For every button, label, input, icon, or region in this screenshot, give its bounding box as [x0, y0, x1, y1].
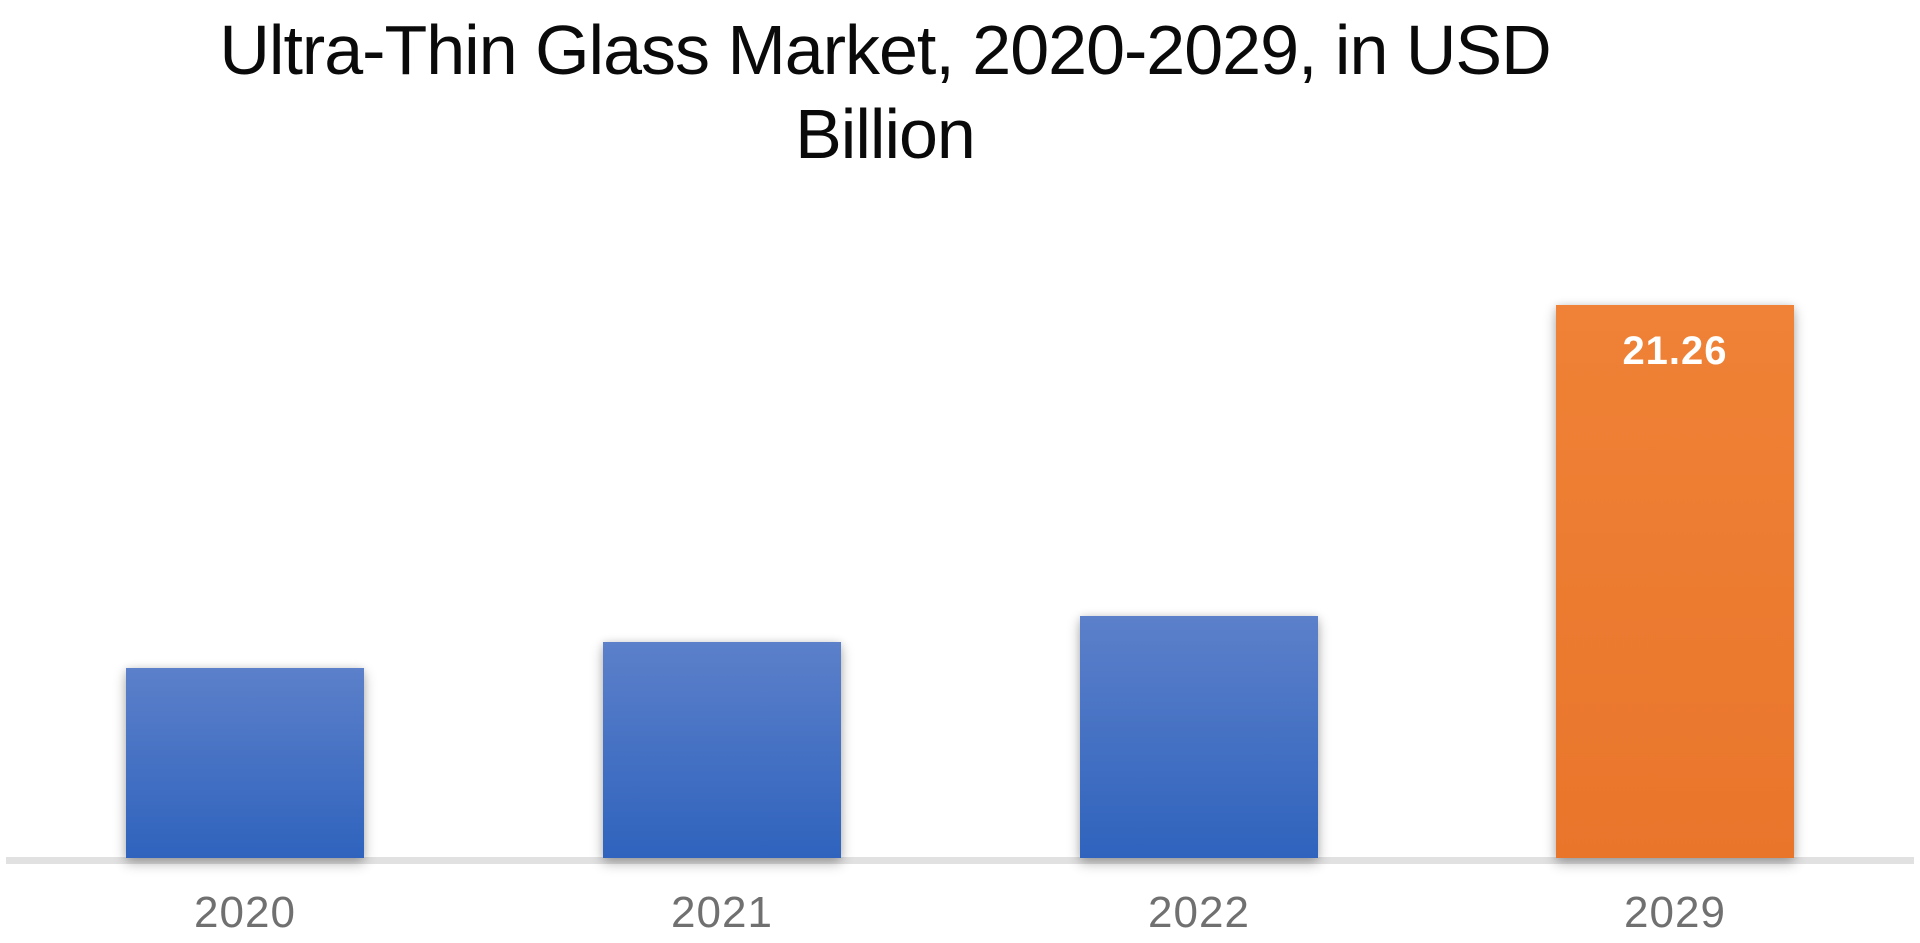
data-label-2029: 21.26	[1622, 329, 1728, 373]
bar-2029: 21.26	[1556, 305, 1794, 858]
x-tick-label-2021: 2021	[671, 888, 773, 937]
x-tick-label-2022: 2022	[1148, 888, 1250, 937]
chart-title: Ultra-Thin Glass Market, 2020-2029, in U…	[219, 11, 1551, 173]
x-tick-label-2020: 2020	[194, 888, 296, 937]
bar-2021	[603, 642, 841, 858]
bar-2020	[126, 668, 364, 858]
x-axis-line	[6, 857, 1914, 864]
x-tick-label-2029: 2029	[1624, 888, 1726, 937]
bar-2022	[1080, 616, 1318, 858]
